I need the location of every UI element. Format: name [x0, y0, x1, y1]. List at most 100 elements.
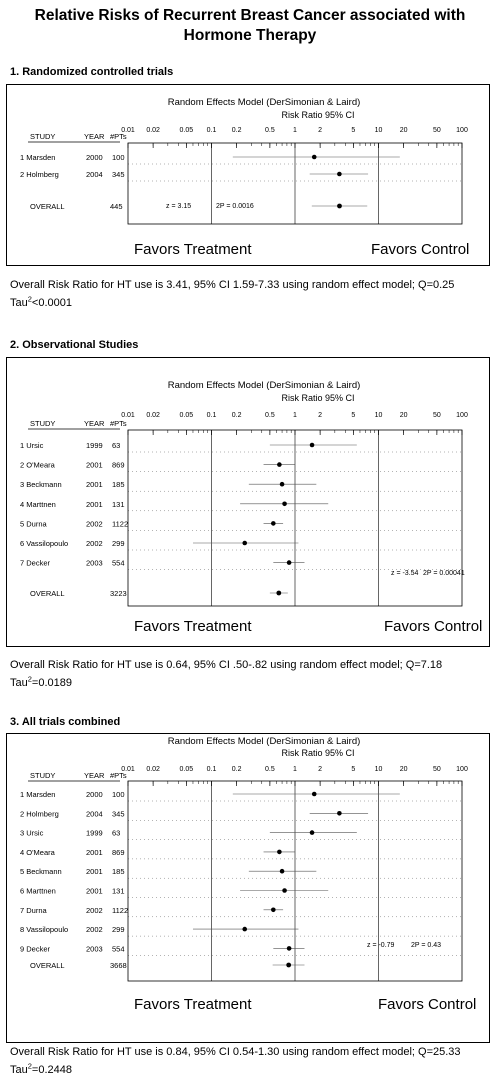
- tau-exponent: 2: [27, 294, 32, 304]
- x-tick-label: 0.05: [180, 127, 194, 134]
- study-label: 4 Marttnen: [20, 500, 56, 509]
- study-label: 5 Beckmann: [20, 867, 62, 876]
- study-label: 6 Marttnen: [20, 887, 56, 896]
- x-tick-label: 0.1: [207, 766, 217, 773]
- x-tick-label: 0.05: [180, 766, 194, 773]
- study-pts: 100: [112, 153, 125, 162]
- study-pts: 869: [112, 461, 125, 470]
- study-year: 2001: [86, 461, 103, 470]
- study-year: 2002: [86, 906, 103, 915]
- favors-control-label: Favors Control: [371, 241, 469, 258]
- scale-label: Risk Ratio 95% CI: [281, 748, 354, 758]
- summary-observational-line1: Overall Risk Ratio for HT use is 0.64, 9…: [10, 659, 443, 671]
- x-tick-label: 5: [351, 127, 355, 134]
- study-label: 5 Durna: [20, 519, 48, 528]
- tau-label: Tau: [10, 297, 28, 309]
- section-heading-all-trials: 3. All trials combined: [10, 716, 121, 728]
- study-year: 1999: [86, 441, 103, 450]
- column-header-pts: #PTs: [110, 419, 127, 428]
- x-tick-label: 0.01: [121, 766, 135, 773]
- x-tick-label: 2: [318, 766, 322, 773]
- x-tick-label: 20: [400, 766, 408, 773]
- column-header-study: STUDY: [30, 419, 55, 428]
- study-label: 2 Holmberg: [20, 809, 59, 818]
- x-tick-label: 1: [293, 412, 297, 419]
- favors-control-label: Favors Control: [378, 996, 476, 1013]
- point-estimate: [337, 811, 342, 816]
- x-tick-label: 0.02: [146, 766, 160, 773]
- x-tick-label: 20: [400, 127, 408, 134]
- x-tick-label: 0.5: [265, 412, 275, 419]
- study-year: 2002: [86, 539, 103, 548]
- column-header-study: STUDY: [30, 132, 55, 141]
- summary-rct-line2: Tau2<0.0001: [10, 294, 488, 312]
- study-pts: 299: [112, 539, 125, 548]
- x-tick-label: 100: [456, 766, 468, 773]
- study-pts: 1122: [112, 906, 128, 915]
- study-label: 7 Durna: [20, 906, 48, 915]
- x-tick-label: 0.05: [180, 412, 194, 419]
- forest-plot-rct: Random Effects Model (DerSimonian & Lair…: [6, 84, 490, 266]
- overall-pts: 445: [110, 202, 123, 211]
- panel-frame: [6, 357, 490, 647]
- x-tick-label: 0.2: [232, 412, 242, 419]
- column-header-year: YEAR: [84, 419, 105, 428]
- z-statistic: z = -3.54: [391, 570, 419, 577]
- point-estimate: [286, 560, 292, 565]
- favors-treatment-label: Favors Treatment: [134, 618, 252, 635]
- overall-label: OVERALL: [30, 589, 65, 598]
- tau-label: Tau: [10, 1064, 28, 1076]
- point-estimate: [242, 540, 248, 546]
- study-pts: 63: [112, 829, 120, 838]
- model-title: Random Effects Model (DerSimonian & Lair…: [168, 380, 361, 391]
- scale-label: Risk Ratio 95% CI: [281, 393, 354, 403]
- study-pts: 1122: [112, 519, 128, 528]
- column-header-pts: #PTs: [110, 771, 127, 780]
- model-title: Random Effects Model (DerSimonian & Lair…: [168, 97, 361, 108]
- forest-plot-observational: Random Effects Model (DerSimonian & Lair…: [6, 357, 490, 647]
- x-tick-label: 2: [318, 127, 322, 134]
- x-tick-label: 20: [400, 412, 408, 419]
- p-value: 2P = 0.0016: [216, 203, 254, 210]
- panel-frame: [6, 84, 490, 266]
- study-pts: 554: [112, 944, 125, 953]
- column-header-pts: #PTs: [110, 132, 127, 141]
- point-estimate: [282, 501, 287, 507]
- study-label: 1 Marsden: [20, 153, 55, 162]
- x-tick-label: 50: [433, 127, 441, 134]
- point-estimate: [309, 442, 315, 448]
- overall-label: OVERALL: [30, 202, 65, 211]
- tau-value: <0.0001: [31, 297, 72, 309]
- study-label: 7 Decker: [20, 559, 51, 568]
- study-label: 8 Vassilopoulo: [20, 925, 68, 934]
- point-estimate: [242, 926, 248, 932]
- forest-plot-all-trials: Random Effects Model (DerSimonian & Lair…: [6, 733, 490, 1043]
- z-statistic: z = 3.15: [166, 203, 191, 210]
- x-tick-label: 0.2: [232, 766, 242, 773]
- x-tick-label: 100: [456, 127, 468, 134]
- study-pts: 131: [112, 887, 125, 896]
- overall-pts: 3668: [110, 961, 127, 970]
- study-pts: 100: [112, 790, 125, 799]
- study-pts: 131: [112, 500, 125, 509]
- overall-pts: 3223: [110, 589, 127, 598]
- section-heading-observational: 2. Observational Studies: [10, 339, 139, 351]
- point-estimate: [271, 521, 276, 526]
- study-year: 2003: [86, 944, 103, 953]
- x-tick-label: 5: [351, 412, 355, 419]
- x-tick-label: 10: [375, 412, 383, 419]
- study-year: 2000: [86, 153, 103, 162]
- section-heading-rct: 1. Randomized controlled trials: [10, 66, 174, 78]
- x-tick-label: 10: [375, 766, 383, 773]
- point-estimate: [277, 462, 282, 467]
- summary-rct: Overall Risk Ratio for HT use is 3.41, 9…: [10, 276, 488, 312]
- model-title: Random Effects Model (DerSimonian & Lair…: [168, 736, 361, 747]
- study-pts: 299: [112, 925, 125, 934]
- overall-label: OVERALL: [30, 961, 65, 970]
- x-tick-label: 0.5: [265, 766, 275, 773]
- p-value: 2P = 0.43: [411, 942, 441, 949]
- favors-treatment-label: Favors Treatment: [134, 996, 252, 1013]
- z-statistic: z = -0.79: [367, 942, 395, 949]
- x-tick-label: 0.02: [146, 127, 160, 134]
- point-estimate: [311, 791, 317, 797]
